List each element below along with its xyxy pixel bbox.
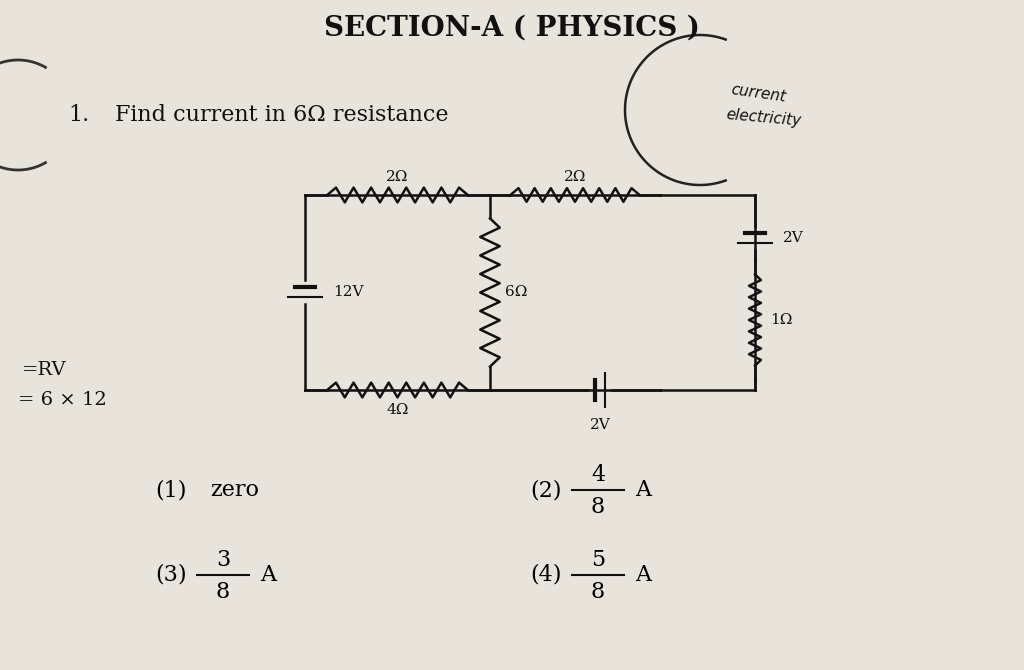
Text: 3: 3 bbox=[216, 549, 230, 571]
Text: 12V: 12V bbox=[333, 285, 364, 299]
Text: 8: 8 bbox=[591, 496, 605, 518]
Text: Find current in 6Ω resistance: Find current in 6Ω resistance bbox=[115, 104, 449, 126]
Text: 2Ω: 2Ω bbox=[386, 170, 409, 184]
Text: 4: 4 bbox=[591, 464, 605, 486]
Text: 2V: 2V bbox=[590, 418, 610, 432]
Text: A: A bbox=[635, 564, 651, 586]
Text: 4Ω: 4Ω bbox=[386, 403, 409, 417]
Text: 1.: 1. bbox=[68, 104, 89, 126]
Text: (3): (3) bbox=[155, 564, 186, 586]
Text: current: current bbox=[730, 82, 787, 105]
Text: SECTION-A ( PHYSICS ): SECTION-A ( PHYSICS ) bbox=[324, 15, 700, 42]
Text: 8: 8 bbox=[591, 581, 605, 603]
Text: zero: zero bbox=[210, 479, 259, 501]
Text: (2): (2) bbox=[530, 479, 561, 501]
Text: = 6 × 12: = 6 × 12 bbox=[18, 391, 106, 409]
Text: 1Ω: 1Ω bbox=[770, 313, 793, 327]
Text: 8: 8 bbox=[216, 581, 230, 603]
Text: 6Ω: 6Ω bbox=[505, 285, 527, 299]
Text: 5: 5 bbox=[591, 549, 605, 571]
Text: 2V: 2V bbox=[783, 231, 804, 245]
Text: (1): (1) bbox=[155, 479, 186, 501]
Text: =RV: =RV bbox=[22, 361, 67, 379]
Text: 2Ω: 2Ω bbox=[564, 170, 586, 184]
Text: A: A bbox=[260, 564, 276, 586]
Text: A: A bbox=[635, 479, 651, 501]
Text: electricity: electricity bbox=[725, 107, 802, 129]
Text: (4): (4) bbox=[530, 564, 561, 586]
